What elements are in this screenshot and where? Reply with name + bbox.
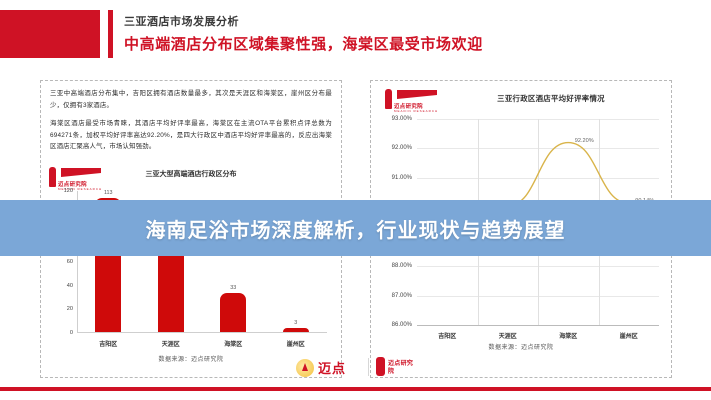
logo-name: 迈点研究院	[394, 104, 423, 110]
bar-chart-y-axis	[77, 191, 78, 333]
bar-chart-title: 三亚大型高端酒店行政区分布	[145, 171, 237, 178]
meadin-logo-right: 迈点研究院 MEADIN RESEARCH	[383, 89, 439, 117]
header-red-bar	[108, 10, 113, 58]
line-chart-value-label: 92.20%	[574, 137, 594, 144]
header-red-block	[0, 10, 100, 58]
line-chart-y-tick: 91.00%	[391, 174, 412, 181]
line-chart-y-tick: 88.00%	[391, 263, 412, 270]
bar-chart-value-label: 3	[294, 320, 298, 327]
bar-chart-value-label: 113	[103, 190, 113, 197]
footer-mark-icon	[376, 357, 385, 376]
bar-chart-x-label: 吉阳区	[99, 342, 118, 348]
line-chart-gridline	[417, 325, 659, 326]
line-chart-title: 三亚行政区酒店平均好评率情况	[497, 94, 605, 103]
line-chart-y-tick: 93.00%	[391, 116, 412, 122]
overlay-banner: 海南足浴市场深度解析，行业现状与趋势展望	[0, 200, 711, 256]
footer-brand-name: 迈点	[318, 361, 347, 376]
bar-chart-source: 数据来源：迈点研究院	[158, 357, 224, 363]
footer-mark-text: 迈点研究院	[388, 361, 414, 375]
logo-pinyin: MEADIN RESEARCH	[58, 187, 103, 191]
line-chart-x-label: 吉阳区	[438, 334, 457, 340]
footer-logo: 迈点 迈点研究院	[296, 356, 416, 382]
logo-pinyin: MEADIN RESEARCH	[394, 109, 439, 113]
bar-chart-value-label: 33	[230, 284, 237, 291]
bar-chart-y-tick: 120	[63, 188, 73, 194]
line-chart-x-label: 崖州区	[619, 334, 638, 340]
bar-chart-x-label: 天涯区	[161, 342, 180, 348]
footer-triangle-icon	[302, 363, 308, 371]
bar-chart-x-label: 崖州区	[286, 342, 305, 348]
bar-chart-y-tick: 0	[69, 330, 73, 336]
summary-paragraph-2: 海棠区酒店最受市场青睐，其酒店平均好评率最高，海棠区在主流OTA平台累积点评总数…	[50, 120, 332, 150]
line-chart-source: 数据来源：迈点研究院	[488, 345, 554, 351]
line-chart: 迈点研究院 MEADIN RESEARCH 三亚行政区酒店平均好评率情况 86.…	[371, 81, 671, 377]
line-chart-x-label: 天涯区	[498, 334, 517, 340]
logo-swoosh-icon	[61, 168, 101, 177]
overlay-banner-text: 海南足浴市场深度解析，行业现状与趋势展望	[145, 219, 566, 242]
header-kicker: 三亚酒店市场发展分析	[124, 16, 239, 28]
header-text-group: 三亚酒店市场发展分析 中高端酒店分布区域集聚性强，海棠区最受市场欢迎	[124, 10, 483, 56]
page-header: 三亚酒店市场发展分析 中高端酒店分布区域集聚性强，海棠区最受市场欢迎	[0, 10, 711, 58]
footer-divider	[368, 358, 369, 376]
page-title: 中高端酒店分布区域集聚性强，海棠区最受市场欢迎	[124, 36, 483, 53]
bar-chart-y-tick: 40	[66, 282, 73, 289]
meadin-logo: 迈点研究院 MEADIN RESEARCH	[47, 167, 103, 195]
bar-chart-x-label: 海棠区	[224, 342, 243, 348]
bar-chart-x-axis	[77, 332, 327, 333]
bar-chart-y-tick: 60	[66, 259, 73, 265]
bar-chart-y-tick: 20	[66, 306, 73, 313]
logo-bottle-icon	[49, 167, 56, 187]
footer-red-line	[0, 387, 711, 391]
logo-name: 迈点研究院	[58, 182, 87, 188]
line-chart-x-label: 海棠区	[559, 334, 578, 340]
logo-swoosh-icon	[397, 90, 437, 99]
line-chart-y-tick: 86.00%	[391, 322, 412, 328]
line-chart-y-tick: 87.00%	[391, 292, 412, 299]
summary-paragraph-1: 三亚中高端酒店分布集中，吉阳区拥有酒店数量最多，其次是天涯区和海棠区，崖州区分布…	[50, 90, 332, 109]
bar-chart: 迈点研究院 MEADIN RESEARCH 三亚大型高端酒店行政区分布 0 20 4…	[41, 167, 341, 367]
bar-chart-bar	[220, 292, 247, 332]
logo-bottle-icon	[385, 89, 392, 109]
summary-text-block: 三亚中高端酒店分布集中，吉阳区拥有酒店数量最多，其次是天涯区和海棠区，崖州区分布…	[41, 81, 341, 153]
line-chart-y-tick: 92.00%	[391, 145, 412, 152]
bar-chart-bar	[282, 328, 309, 332]
